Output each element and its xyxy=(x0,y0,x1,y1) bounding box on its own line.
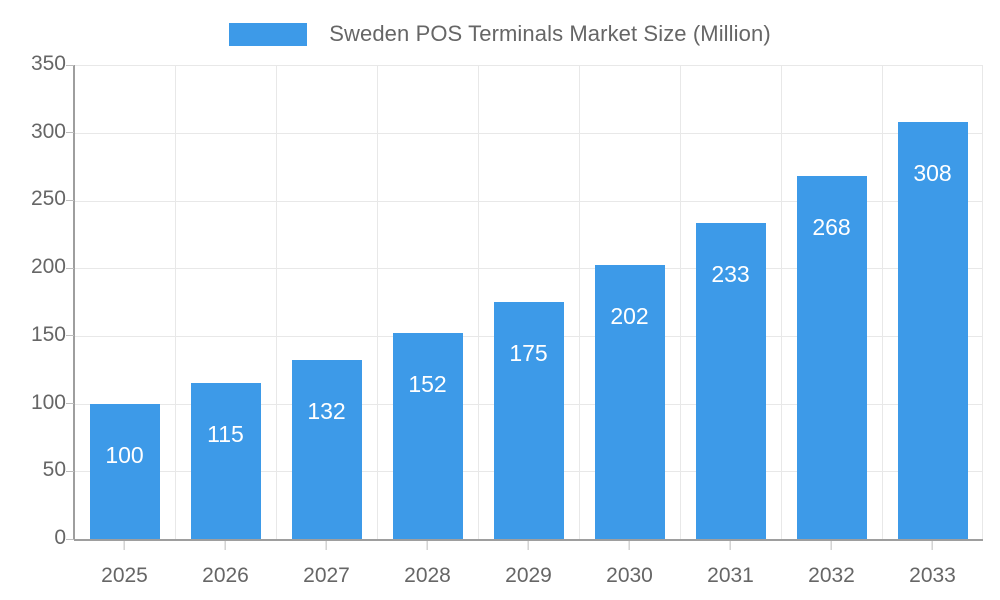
category-separator-4 xyxy=(478,65,479,539)
category-separator-3 xyxy=(377,65,378,539)
bar-2028[interactable]: 152 xyxy=(392,333,463,539)
x-tick-mark xyxy=(124,541,125,550)
x-axis: 2025 2026 2027 2028 2029 2030 2031 2032 2033 xyxy=(74,541,983,600)
x-tick-2026: 2026 xyxy=(202,541,249,588)
legend-label: Sweden POS Terminals Market Size (Millio… xyxy=(329,21,771,46)
bars-layer: 100 115 132 152 175 202 233 268 308 xyxy=(74,65,983,539)
bar-value-label: 268 xyxy=(812,214,851,241)
category-separator-7 xyxy=(781,65,782,539)
x-tick-mark xyxy=(427,541,428,550)
bar-2033[interactable]: 308 xyxy=(897,121,968,539)
x-tick-2032: 2032 xyxy=(808,541,855,588)
x-tick-mark xyxy=(932,541,933,550)
x-tick-2031: 2031 xyxy=(707,541,754,588)
bar-value-label: 202 xyxy=(610,303,649,330)
bar-value-label: 100 xyxy=(105,441,144,468)
x-axis-spine xyxy=(74,539,983,541)
x-tick-2027: 2027 xyxy=(303,541,350,588)
y-tick-label: 0 xyxy=(54,526,66,549)
x-tick-2028: 2028 xyxy=(404,541,451,588)
bar-value-label: 115 xyxy=(207,421,244,448)
x-tick-label: 2030 xyxy=(606,564,653,587)
x-tick-2029: 2029 xyxy=(505,541,552,588)
x-tick-label: 2025 xyxy=(101,564,148,587)
x-tick-2030: 2030 xyxy=(606,541,653,588)
y-tick-mark xyxy=(66,538,74,540)
bar-2029[interactable]: 175 xyxy=(493,302,564,539)
category-separator-5 xyxy=(579,65,580,539)
x-tick-label: 2029 xyxy=(505,564,552,587)
y-tick-label: 100 xyxy=(30,390,66,414)
x-tick-label: 2026 xyxy=(202,564,249,587)
category-separator-9 xyxy=(982,65,983,539)
y-tick-label: 300 xyxy=(30,119,66,143)
x-tick-label: 2033 xyxy=(909,564,956,587)
legend-item-sweden-pos-terminals[interactable]: Sweden POS Terminals Market Size (Millio… xyxy=(229,21,771,47)
gridline-250 xyxy=(74,201,983,202)
y-tick-mark xyxy=(66,64,74,66)
category-separator-6 xyxy=(680,65,681,539)
x-tick-mark xyxy=(326,541,327,550)
category-separator-1 xyxy=(175,65,176,539)
gridline-350 xyxy=(74,65,983,66)
x-tick-label: 2027 xyxy=(303,564,350,587)
gridline-300 xyxy=(74,133,983,134)
x-tick-mark xyxy=(831,541,832,550)
y-tick-label: 200 xyxy=(30,255,66,279)
y-tick-label: 250 xyxy=(30,187,66,211)
y-tick-label: 150 xyxy=(30,322,66,346)
y-tick-mark xyxy=(66,267,74,269)
x-tick-label: 2031 xyxy=(707,564,754,587)
legend-color-swatch xyxy=(229,22,308,46)
y-tick-label: 350 xyxy=(30,52,66,75)
bar-2026[interactable]: 115 xyxy=(190,383,261,539)
y-axis-spine xyxy=(73,65,75,540)
bar-value-label: 132 xyxy=(307,398,346,425)
bar-value-label: 308 xyxy=(913,159,952,186)
x-tick-mark xyxy=(629,541,630,550)
y-tick-mark xyxy=(66,470,74,472)
x-tick-mark xyxy=(225,541,226,550)
x-tick-2033: 2033 xyxy=(909,541,956,588)
y-tick-mark xyxy=(66,132,74,134)
bar-2025[interactable]: 100 xyxy=(89,403,160,539)
bar-value-label: 175 xyxy=(509,340,548,366)
bar-value-label: 152 xyxy=(408,371,447,398)
x-tick-label: 2032 xyxy=(808,564,855,587)
bar-value-label: 233 xyxy=(711,261,750,288)
y-tick-label: 50 xyxy=(42,458,66,482)
category-separator-8 xyxy=(882,65,883,539)
bar-2030[interactable]: 202 xyxy=(594,265,665,539)
x-tick-2025: 2025 xyxy=(101,541,148,588)
y-tick-mark xyxy=(66,335,74,337)
y-axis: 0 50 100 150 200 250 300 350 xyxy=(0,0,74,600)
bar-2032[interactable]: 268 xyxy=(796,176,867,539)
x-tick-mark xyxy=(730,541,731,550)
chart-legend: Sweden POS Terminals Market Size (Millio… xyxy=(0,14,1000,54)
bar-2027[interactable]: 132 xyxy=(291,360,362,539)
x-tick-mark xyxy=(528,541,529,550)
x-tick-label: 2028 xyxy=(404,564,451,587)
y-tick-mark xyxy=(66,403,74,405)
y-tick-mark xyxy=(66,199,74,201)
gridline-200 xyxy=(74,268,983,269)
bar-2031[interactable]: 233 xyxy=(695,223,766,539)
category-separator-2 xyxy=(276,65,277,539)
